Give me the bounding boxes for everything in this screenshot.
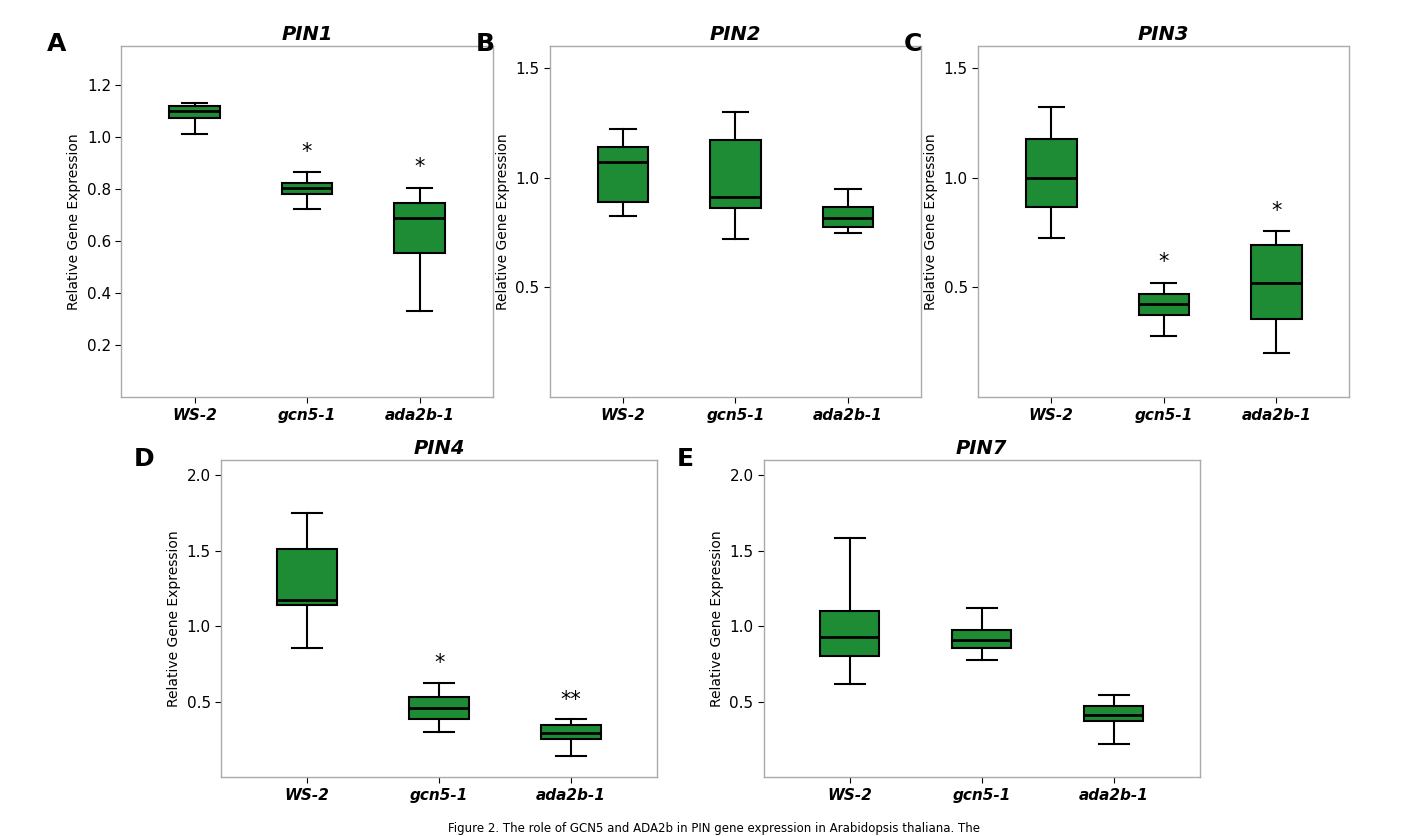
Y-axis label: Relative Gene Expression: Relative Gene Expression [924,133,938,310]
Text: *: * [1158,252,1170,273]
PathPatch shape [169,106,220,118]
Text: **: ** [561,690,581,710]
Text: *: * [1271,201,1281,221]
PathPatch shape [281,182,333,194]
Y-axis label: Relative Gene Expression: Relative Gene Expression [710,530,724,707]
PathPatch shape [541,726,601,739]
Title: PIN7: PIN7 [955,439,1008,458]
Y-axis label: Relative Gene Expression: Relative Gene Expression [496,133,510,310]
PathPatch shape [1025,140,1077,207]
PathPatch shape [1084,706,1144,721]
PathPatch shape [394,203,446,252]
PathPatch shape [710,140,761,208]
PathPatch shape [952,630,1011,648]
Text: E: E [677,447,694,472]
Title: PIN2: PIN2 [710,25,761,44]
Text: *: * [301,141,313,161]
Text: *: * [434,654,444,674]
PathPatch shape [277,549,337,605]
Title: PIN4: PIN4 [413,439,466,458]
Y-axis label: Relative Gene Expression: Relative Gene Expression [167,530,181,707]
Text: C: C [904,32,922,56]
Text: A: A [47,32,67,56]
PathPatch shape [410,696,468,719]
Title: PIN1: PIN1 [281,25,333,44]
PathPatch shape [1138,294,1190,315]
Text: D: D [134,447,154,472]
PathPatch shape [823,207,874,227]
PathPatch shape [597,147,648,201]
Text: Figure 2. The role of GCN5 and ADA2b in PIN gene expression in Arabidopsis thali: Figure 2. The role of GCN5 and ADA2b in … [448,822,980,835]
Title: PIN3: PIN3 [1138,25,1190,44]
PathPatch shape [820,611,880,656]
Text: B: B [476,32,494,56]
Y-axis label: Relative Gene Expression: Relative Gene Expression [67,133,81,310]
Text: *: * [414,157,424,177]
PathPatch shape [1251,245,1302,319]
